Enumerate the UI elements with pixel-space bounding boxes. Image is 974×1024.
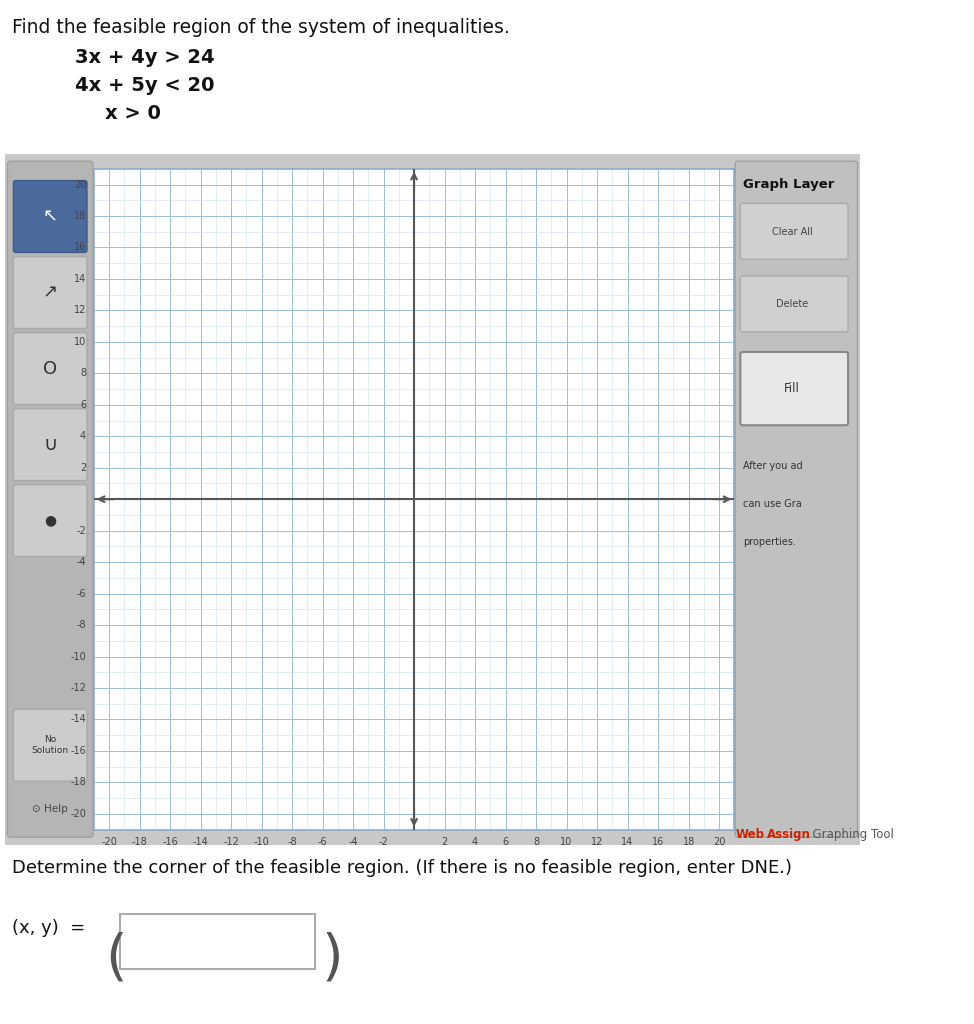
FancyBboxPatch shape (740, 204, 848, 259)
FancyBboxPatch shape (14, 180, 87, 253)
Text: ): ) (322, 932, 344, 986)
Text: -4: -4 (349, 838, 357, 848)
Text: 4x + 5y < 20: 4x + 5y < 20 (75, 76, 214, 95)
FancyBboxPatch shape (14, 257, 87, 329)
Text: 3x + 4y > 24: 3x + 4y > 24 (75, 48, 214, 68)
Text: Web: Web (735, 828, 765, 842)
FancyBboxPatch shape (740, 352, 848, 425)
Text: 6: 6 (80, 399, 86, 410)
Text: -12: -12 (70, 683, 86, 693)
Text: -16: -16 (163, 838, 178, 848)
Text: -2: -2 (379, 838, 389, 848)
Text: 4: 4 (472, 838, 478, 848)
Text: 14: 14 (621, 838, 634, 848)
Text: -18: -18 (131, 838, 147, 848)
Text: Clear All: Clear All (771, 226, 812, 237)
Text: 20: 20 (713, 838, 726, 848)
Bar (120, 913, 315, 969)
Text: properties.: properties. (743, 538, 796, 547)
Text: ●: ● (44, 514, 56, 527)
Text: Delete: Delete (776, 299, 808, 309)
Text: can use Gra: can use Gra (743, 500, 802, 509)
Text: 2: 2 (80, 463, 86, 473)
Text: (x, y)  =: (x, y) = (12, 919, 86, 937)
Text: Determine the corner of the feasible region. (If there is no feasible region, en: Determine the corner of the feasible reg… (12, 859, 792, 877)
Text: Fill: Fill (784, 382, 800, 395)
Text: After you ad: After you ad (743, 461, 803, 471)
Text: -6: -6 (77, 589, 86, 599)
Text: -2: -2 (76, 525, 86, 536)
Text: 14: 14 (74, 274, 86, 284)
Text: (: ( (105, 932, 127, 986)
FancyBboxPatch shape (14, 333, 87, 404)
Text: 20: 20 (74, 179, 86, 189)
FancyBboxPatch shape (14, 409, 87, 480)
FancyBboxPatch shape (14, 484, 87, 557)
Text: 4: 4 (80, 431, 86, 441)
Text: 2: 2 (441, 838, 448, 848)
Text: x > 0: x > 0 (105, 104, 161, 123)
Text: Graph Layer: Graph Layer (743, 178, 835, 190)
Text: 16: 16 (74, 243, 86, 253)
Text: 10: 10 (560, 838, 573, 848)
Text: -8: -8 (287, 838, 297, 848)
Text: 18: 18 (74, 211, 86, 221)
Text: -10: -10 (253, 838, 270, 848)
Text: No
Solution: No Solution (31, 735, 69, 756)
Text: 18: 18 (683, 838, 694, 848)
Text: ⊙ Help: ⊙ Help (32, 804, 68, 814)
Text: -16: -16 (70, 745, 86, 756)
Text: 6: 6 (503, 838, 508, 848)
Text: 12: 12 (74, 305, 86, 315)
FancyBboxPatch shape (740, 275, 848, 332)
Text: -4: -4 (77, 557, 86, 567)
Text: -14: -14 (70, 715, 86, 724)
Text: -18: -18 (70, 777, 86, 787)
Text: -10: -10 (70, 651, 86, 662)
Text: 10: 10 (74, 337, 86, 347)
Text: -20: -20 (101, 838, 117, 848)
FancyBboxPatch shape (1, 151, 864, 848)
Text: . Graphing Tool: . Graphing Tool (805, 828, 894, 842)
Text: 8: 8 (533, 838, 540, 848)
FancyBboxPatch shape (8, 161, 93, 838)
Text: -14: -14 (193, 838, 208, 848)
Text: -8: -8 (77, 621, 86, 630)
FancyBboxPatch shape (735, 161, 857, 838)
Text: -20: -20 (70, 809, 86, 819)
Text: ↗: ↗ (43, 284, 57, 301)
Text: 12: 12 (591, 838, 603, 848)
Text: Find the feasible region of the system of inequalities.: Find the feasible region of the system o… (12, 18, 509, 37)
Text: 16: 16 (652, 838, 664, 848)
Text: ↖: ↖ (43, 208, 57, 225)
Text: ∪: ∪ (43, 435, 57, 454)
FancyBboxPatch shape (14, 710, 87, 781)
Text: 8: 8 (80, 369, 86, 378)
Text: -12: -12 (223, 838, 239, 848)
Text: O: O (43, 359, 57, 378)
Text: -6: -6 (318, 838, 327, 848)
Text: Assign: Assign (767, 828, 810, 842)
